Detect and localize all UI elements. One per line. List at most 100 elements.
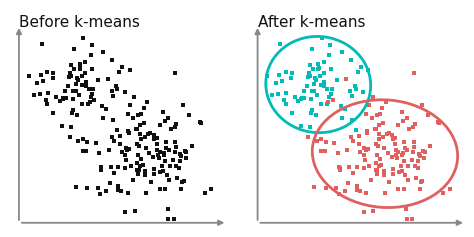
Point	[414, 159, 422, 163]
Point	[178, 180, 186, 184]
Point	[61, 89, 69, 93]
Point	[87, 53, 95, 57]
Point	[67, 74, 75, 78]
Point	[154, 153, 162, 156]
Point	[353, 184, 361, 188]
Point	[114, 165, 122, 169]
Point	[153, 142, 161, 146]
Point	[322, 140, 329, 144]
Point	[310, 90, 318, 93]
Point	[365, 164, 373, 168]
Point	[135, 144, 143, 147]
Point	[89, 87, 97, 91]
Point	[308, 97, 315, 101]
Point	[85, 87, 92, 91]
Point	[372, 127, 379, 131]
Point	[49, 71, 57, 75]
Point	[102, 189, 110, 192]
Point	[109, 135, 116, 139]
Point	[137, 112, 145, 116]
Point	[398, 110, 406, 114]
Point	[372, 142, 379, 146]
Point	[276, 42, 284, 46]
Point	[385, 131, 392, 135]
Point	[376, 112, 384, 116]
Point	[160, 151, 168, 155]
Point	[135, 172, 142, 176]
Point	[69, 111, 76, 115]
Point	[68, 125, 75, 129]
Point	[401, 140, 408, 144]
Point	[121, 91, 128, 94]
Point	[394, 123, 402, 127]
Point	[305, 135, 312, 139]
Point	[73, 76, 81, 80]
Point	[335, 192, 342, 196]
Point	[169, 158, 177, 162]
Point	[116, 142, 124, 146]
Point	[364, 147, 372, 151]
Point	[424, 113, 432, 116]
Point	[314, 68, 322, 71]
Point	[79, 36, 87, 40]
Point	[364, 131, 371, 135]
Point	[70, 89, 77, 93]
Point	[42, 98, 49, 102]
Point	[133, 127, 141, 131]
Point	[327, 67, 334, 71]
Point	[137, 164, 144, 168]
Point	[374, 168, 381, 172]
Point	[298, 98, 305, 101]
Point	[392, 136, 399, 140]
Point	[317, 137, 325, 141]
Point	[136, 123, 144, 127]
Point	[121, 153, 129, 156]
Point	[122, 146, 129, 150]
Point	[404, 178, 411, 182]
Point	[106, 182, 113, 185]
Point	[315, 66, 323, 69]
Point	[320, 71, 328, 75]
Point	[127, 164, 134, 168]
Point	[98, 169, 105, 172]
Point	[400, 119, 407, 123]
Point	[114, 188, 122, 192]
Point	[365, 68, 372, 72]
Point	[291, 95, 299, 99]
Point	[129, 116, 137, 120]
Point	[146, 131, 154, 135]
Point	[410, 140, 418, 143]
Point	[76, 62, 83, 66]
Point	[306, 63, 313, 66]
Point	[341, 108, 348, 111]
Point	[334, 151, 341, 155]
Point	[118, 65, 126, 68]
Point	[356, 189, 363, 193]
Point	[338, 50, 346, 54]
Point	[372, 161, 380, 165]
Point	[361, 146, 368, 150]
Point	[140, 121, 148, 125]
Point	[395, 170, 403, 174]
Point	[82, 60, 89, 64]
Point	[352, 128, 360, 132]
Point	[379, 121, 386, 125]
Point	[176, 152, 184, 156]
Point	[97, 166, 105, 170]
Point	[288, 111, 296, 115]
Point	[108, 89, 115, 93]
Point	[72, 185, 80, 189]
Point	[349, 139, 356, 143]
Point	[139, 163, 146, 167]
Point	[308, 89, 316, 93]
Point	[94, 78, 102, 82]
Point	[393, 156, 401, 160]
Point	[161, 187, 169, 191]
Point	[177, 155, 185, 158]
Point	[39, 79, 47, 83]
Point	[320, 84, 328, 88]
Point	[309, 67, 317, 71]
Point	[113, 87, 121, 91]
Point	[59, 96, 67, 100]
Point	[355, 142, 363, 146]
